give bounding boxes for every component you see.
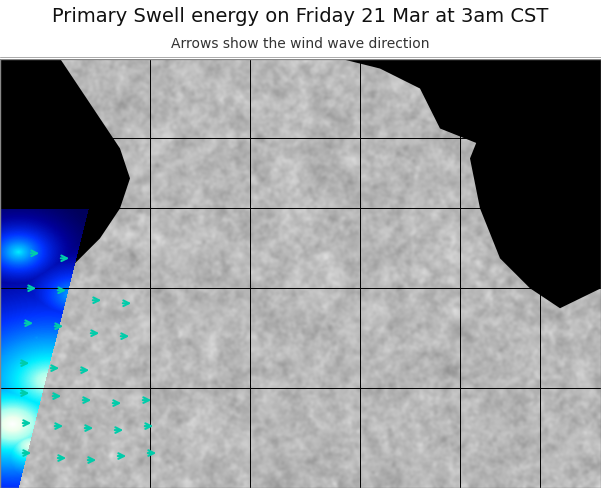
Text: Primary Swell energy on Friday 21 Mar at 3am CST: Primary Swell energy on Friday 21 Mar at… bbox=[52, 7, 549, 26]
Polygon shape bbox=[470, 59, 601, 308]
Polygon shape bbox=[320, 59, 601, 148]
Text: Arrows show the wind wave direction: Arrows show the wind wave direction bbox=[171, 37, 430, 51]
Polygon shape bbox=[0, 59, 130, 288]
